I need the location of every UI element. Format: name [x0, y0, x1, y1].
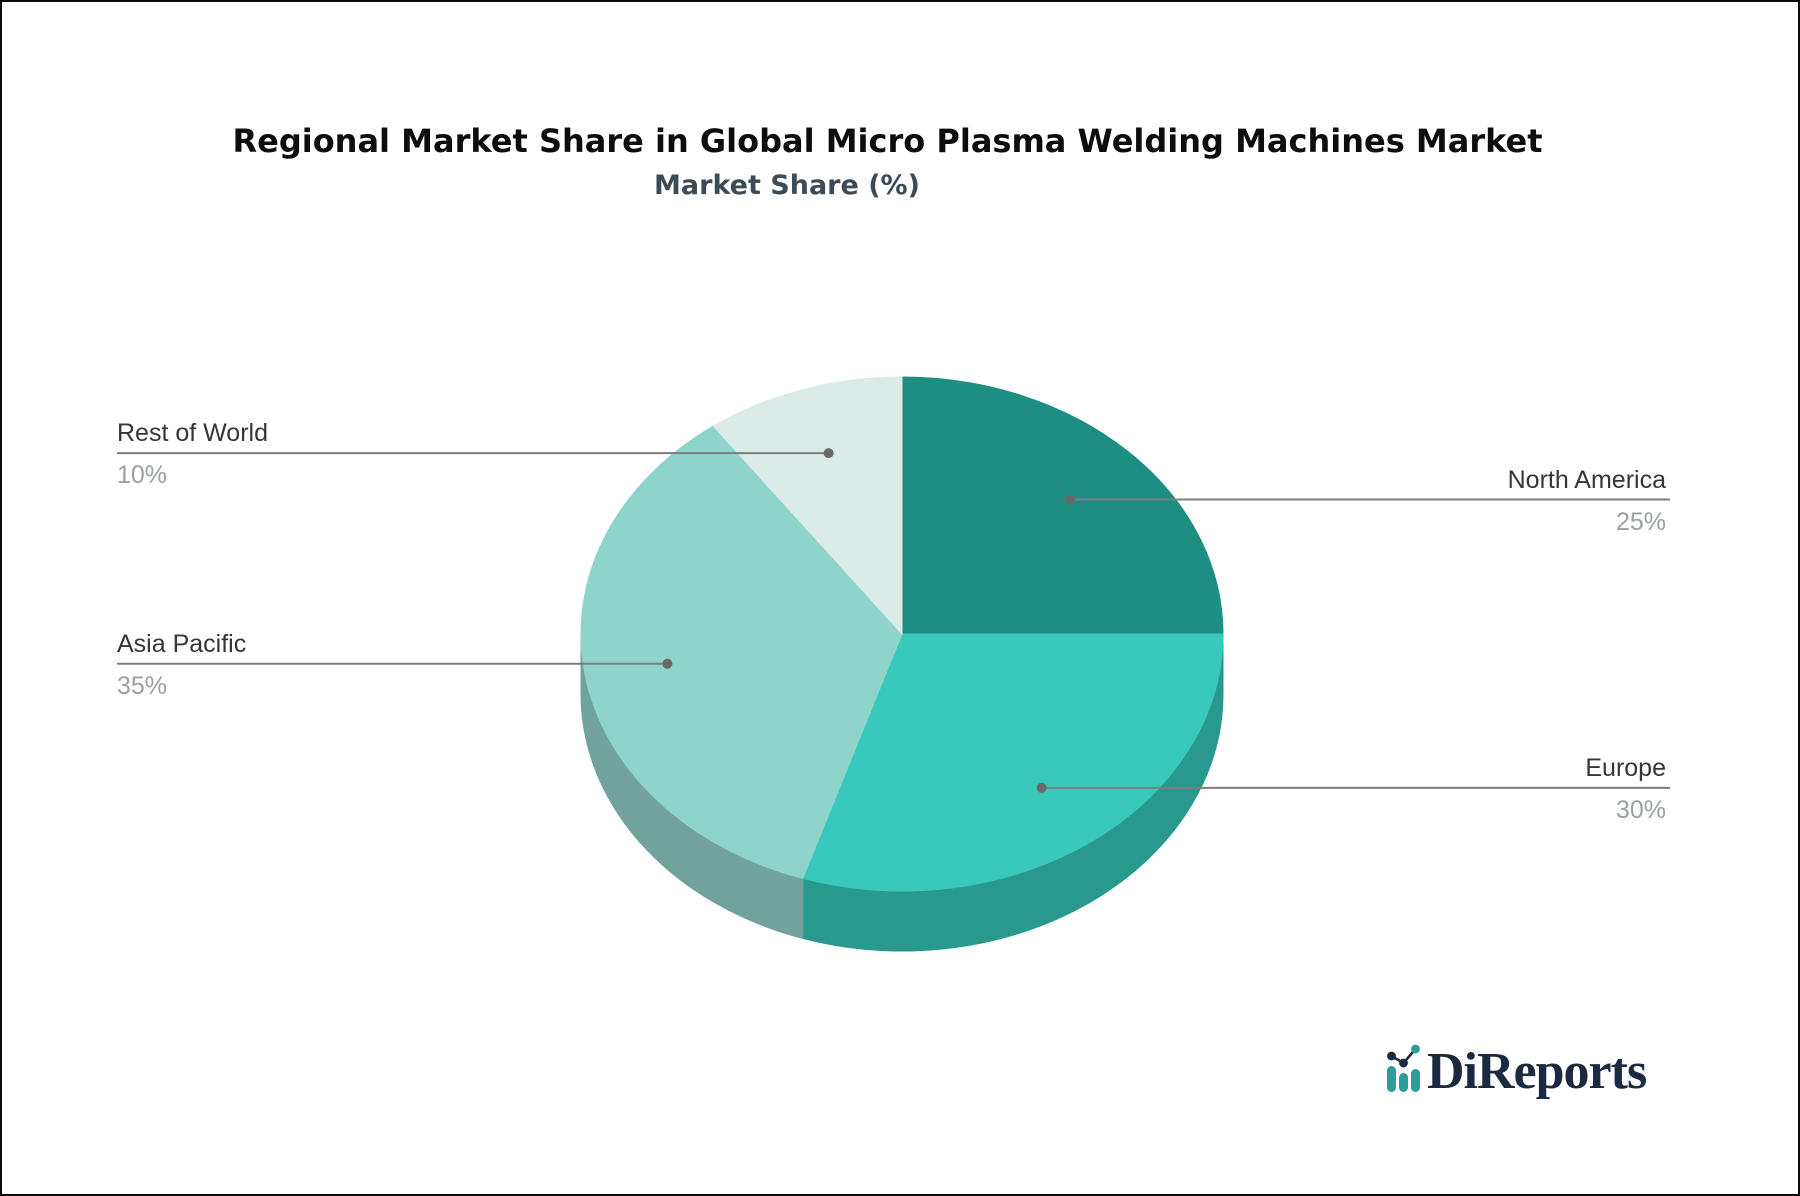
leader-dot-europe	[1036, 782, 1047, 793]
slice-percent-asia-pacific: 35%	[117, 671, 168, 700]
slice-label-north-america: North America	[1507, 465, 1666, 494]
slice-percent-north-america: 25%	[1615, 507, 1666, 536]
pie-slice-europe[interactable]	[802, 633, 1224, 892]
bar-line-chart-icon	[1387, 1044, 1420, 1092]
logo-text: DiReports	[1427, 1043, 1647, 1100]
leader-dot-rest-of-world	[823, 448, 834, 459]
chart-title: Regional Market Share in Global Micro Pl…	[232, 122, 1543, 160]
direports-logo: DiReports	[1385, 1034, 1647, 1100]
slice-label-rest-of-world: Rest of World	[117, 419, 268, 448]
slice-percent-europe: 30%	[1615, 795, 1666, 824]
slice-percent-rest-of-world: 10%	[117, 461, 168, 490]
pie-slice-north-america[interactable]	[901, 376, 1224, 635]
pie-slices	[580, 376, 1224, 892]
leader-dot-north-america	[1064, 494, 1075, 505]
pie-slice-asia-pacific[interactable]	[580, 425, 903, 880]
chart-subtitle: Market Share (%)	[654, 170, 920, 201]
leader-dot-asia-pacific	[662, 658, 673, 669]
pie-slice-rest-of-world[interactable]	[712, 376, 903, 636]
leader-lines	[117, 448, 1670, 793]
slice-label-europe: Europe	[1585, 753, 1666, 782]
slice-label-asia-pacific: Asia Pacific	[117, 629, 247, 658]
